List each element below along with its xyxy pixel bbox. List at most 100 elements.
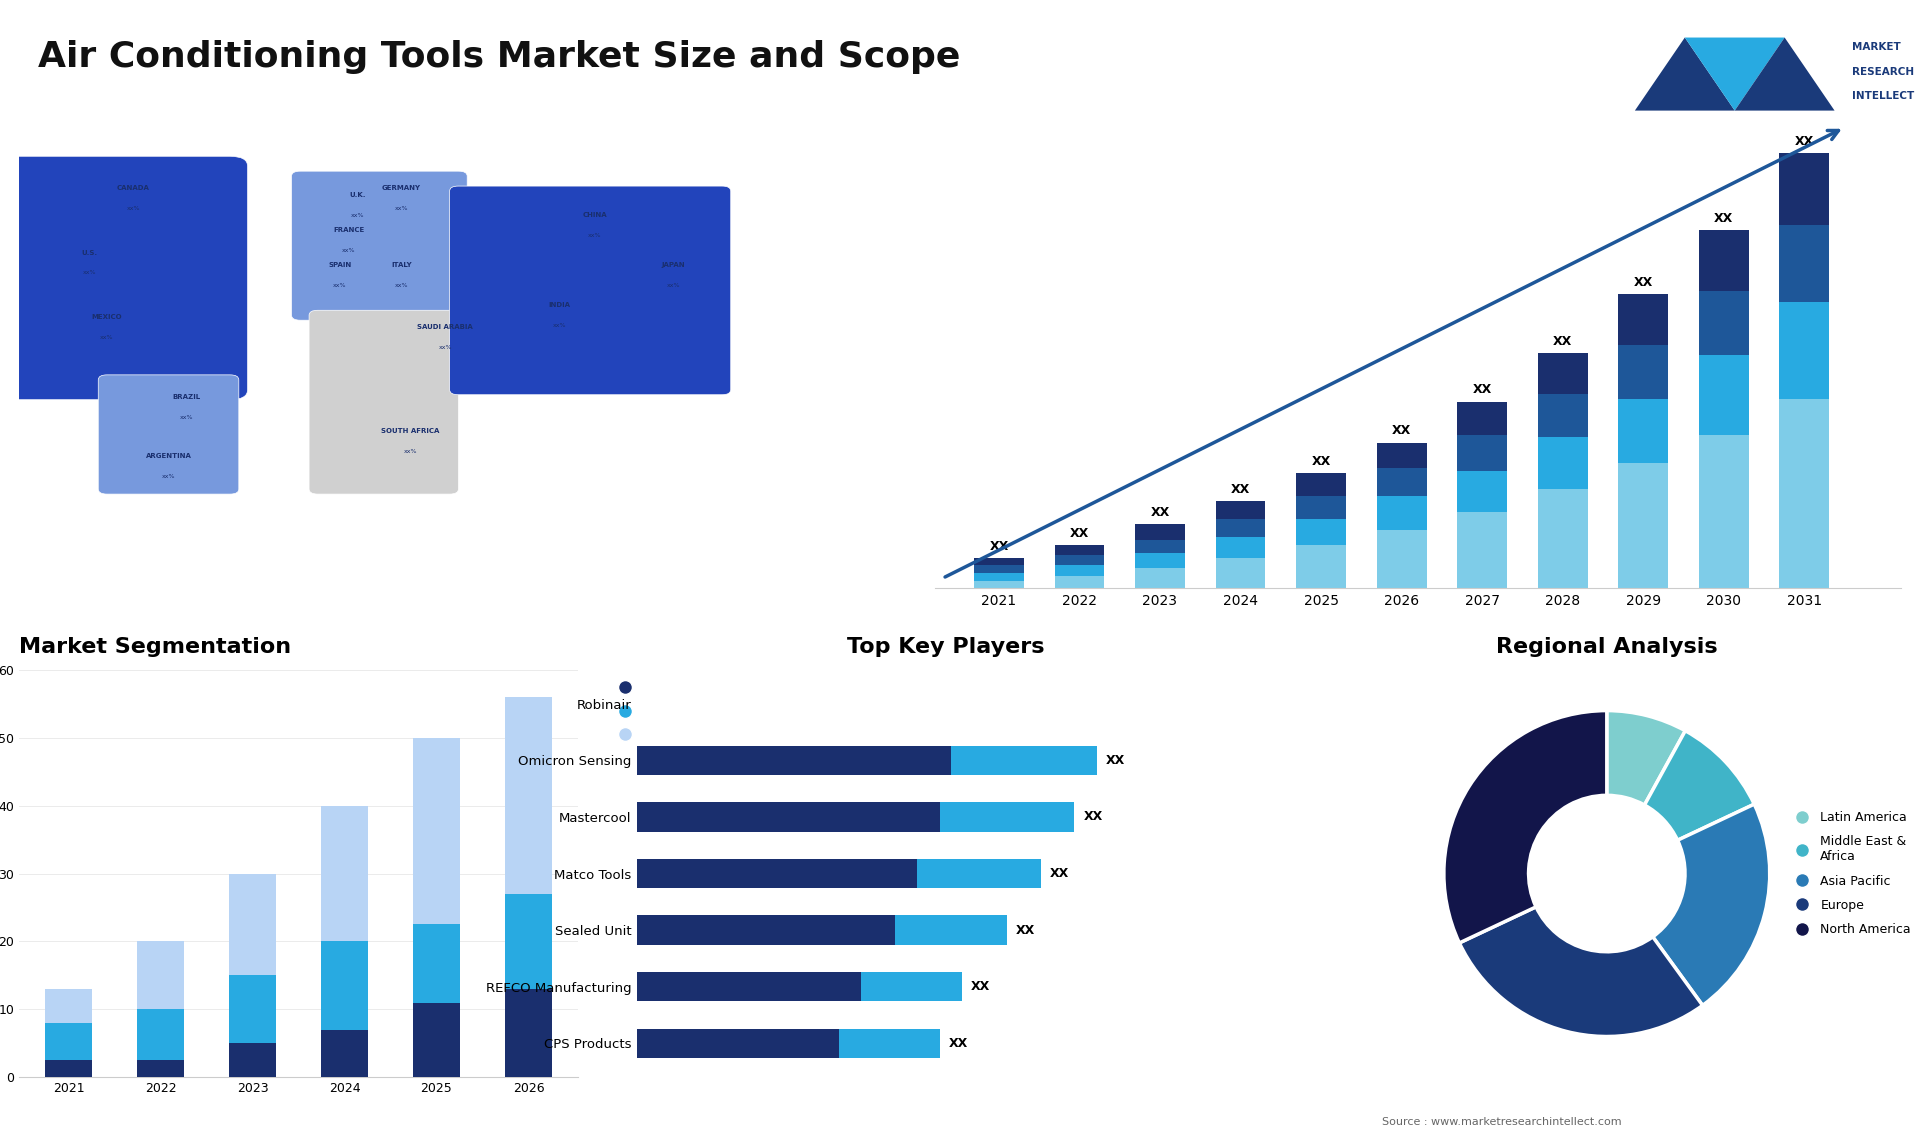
Text: XX: XX bbox=[1106, 754, 1125, 767]
Bar bbox=[1780, 154, 1830, 225]
Text: RESEARCH: RESEARCH bbox=[1853, 66, 1914, 77]
Text: XX: XX bbox=[1150, 507, 1169, 519]
Text: xx%: xx% bbox=[396, 206, 409, 211]
Bar bbox=[1054, 575, 1104, 589]
Polygon shape bbox=[1686, 38, 1784, 110]
FancyBboxPatch shape bbox=[98, 375, 238, 494]
Wedge shape bbox=[1645, 731, 1755, 840]
Text: XX: XX bbox=[1311, 455, 1331, 468]
Bar bbox=[1619, 345, 1668, 399]
Bar bbox=[1377, 442, 1427, 468]
Bar bbox=[1377, 496, 1427, 529]
Title: Top Key Players: Top Key Players bbox=[847, 637, 1044, 657]
Text: XX: XX bbox=[1473, 384, 1492, 397]
Text: XX: XX bbox=[1553, 335, 1572, 347]
Bar bbox=[44, 1023, 92, 1060]
Text: xx%: xx% bbox=[438, 345, 451, 350]
Text: xx%: xx% bbox=[553, 323, 566, 328]
Bar bbox=[973, 573, 1023, 581]
Bar bbox=[1135, 552, 1185, 568]
Wedge shape bbox=[1607, 711, 1686, 804]
Text: xx%: xx% bbox=[666, 283, 680, 288]
Text: xx%: xx% bbox=[100, 335, 113, 340]
Legend: Type, Application, Geography: Type, Application, Geography bbox=[607, 676, 726, 747]
Text: MEXICO: MEXICO bbox=[92, 314, 123, 320]
Text: XX: XX bbox=[1231, 484, 1250, 496]
Text: XX: XX bbox=[1050, 868, 1069, 880]
Text: ARGENTINA: ARGENTINA bbox=[146, 454, 192, 460]
Bar bbox=[1780, 399, 1830, 589]
Text: XX: XX bbox=[1069, 527, 1089, 540]
Bar bbox=[1457, 401, 1507, 434]
Text: XX: XX bbox=[1634, 276, 1653, 289]
Text: xx%: xx% bbox=[332, 283, 348, 288]
Wedge shape bbox=[1459, 906, 1703, 1036]
Text: XX: XX bbox=[989, 540, 1008, 552]
Bar bbox=[413, 925, 461, 1003]
Text: U.S.: U.S. bbox=[81, 250, 98, 256]
Bar bbox=[839, 1029, 939, 1058]
Text: XX: XX bbox=[1016, 924, 1035, 936]
Bar bbox=[44, 989, 92, 1023]
Text: GERMANY: GERMANY bbox=[382, 185, 420, 191]
Text: INDIA: INDIA bbox=[549, 301, 570, 308]
Text: XX: XX bbox=[1083, 810, 1102, 824]
Bar bbox=[1135, 568, 1185, 589]
Bar bbox=[973, 558, 1023, 565]
Bar bbox=[1538, 438, 1588, 488]
Bar bbox=[1054, 545, 1104, 555]
Text: ITALY: ITALY bbox=[392, 262, 411, 268]
Text: xx%: xx% bbox=[588, 234, 601, 238]
Bar bbox=[1457, 471, 1507, 511]
Text: Market Segmentation: Market Segmentation bbox=[19, 637, 292, 657]
Bar bbox=[637, 1029, 839, 1058]
Text: SOUTH AFRICA: SOUTH AFRICA bbox=[380, 429, 440, 434]
Bar bbox=[973, 581, 1023, 589]
Bar bbox=[1538, 488, 1588, 589]
Bar bbox=[1296, 545, 1346, 589]
Text: Air Conditioning Tools Market Size and Scope: Air Conditioning Tools Market Size and S… bbox=[38, 40, 960, 74]
Bar bbox=[1296, 519, 1346, 545]
Bar bbox=[1377, 468, 1427, 496]
Bar bbox=[321, 806, 369, 942]
Wedge shape bbox=[1444, 711, 1607, 943]
Bar bbox=[1538, 353, 1588, 394]
Text: JAPAN: JAPAN bbox=[662, 262, 685, 268]
Bar bbox=[1619, 463, 1668, 589]
Text: INTELLECT: INTELLECT bbox=[1853, 91, 1914, 101]
Bar bbox=[1780, 301, 1830, 399]
Bar bbox=[637, 858, 918, 888]
Bar bbox=[1054, 555, 1104, 565]
Bar bbox=[1135, 540, 1185, 552]
Bar bbox=[1457, 511, 1507, 589]
Bar bbox=[637, 916, 895, 944]
Text: xx%: xx% bbox=[351, 213, 365, 219]
Bar bbox=[637, 972, 860, 1002]
Text: CHINA: CHINA bbox=[582, 212, 607, 219]
Bar bbox=[1780, 225, 1830, 301]
FancyBboxPatch shape bbox=[449, 186, 732, 394]
Bar bbox=[1538, 394, 1588, 438]
Bar bbox=[136, 942, 184, 1010]
Text: xx%: xx% bbox=[179, 415, 192, 419]
Bar bbox=[950, 746, 1096, 775]
Text: SPAIN: SPAIN bbox=[328, 262, 351, 268]
Bar bbox=[1699, 230, 1749, 291]
Text: xx%: xx% bbox=[83, 270, 96, 275]
Text: XX: XX bbox=[1715, 212, 1734, 225]
Legend: Latin America, Middle East &
Africa, Asia Pacific, Europe, North America: Latin America, Middle East & Africa, Asi… bbox=[1784, 806, 1916, 941]
Bar bbox=[860, 972, 962, 1002]
Text: CANADA: CANADA bbox=[117, 185, 150, 191]
Bar bbox=[1699, 434, 1749, 589]
Bar bbox=[1619, 399, 1668, 463]
Bar bbox=[637, 746, 950, 775]
Bar bbox=[1135, 525, 1185, 540]
Bar bbox=[1215, 502, 1265, 519]
Text: XX: XX bbox=[972, 980, 991, 994]
Bar bbox=[1215, 537, 1265, 558]
Bar bbox=[505, 989, 553, 1077]
Text: xx%: xx% bbox=[161, 474, 175, 479]
Text: U.K.: U.K. bbox=[349, 193, 365, 198]
Bar bbox=[1215, 558, 1265, 589]
Text: xx%: xx% bbox=[403, 449, 417, 454]
